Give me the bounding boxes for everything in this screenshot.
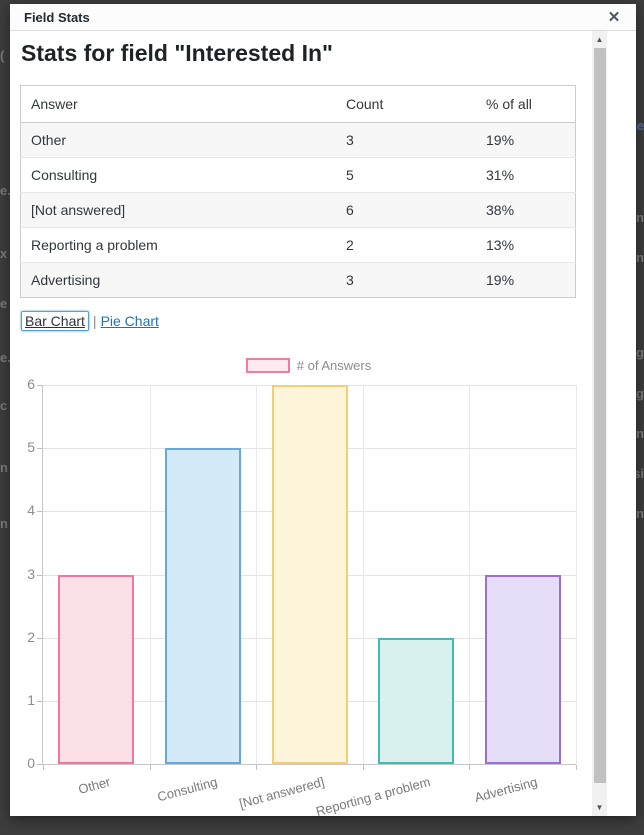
pie-chart-link[interactable]: Pie Chart bbox=[100, 313, 159, 329]
y-axis-label: 2 bbox=[27, 628, 35, 645]
y-axis-tick bbox=[37, 511, 42, 513]
col-header-count: Count bbox=[336, 85, 476, 123]
table-cell-pct: 38% bbox=[476, 192, 576, 228]
y-axis-tick bbox=[37, 448, 42, 450]
stats-table: Answer Count % of all Other 3 19% Consultin… bbox=[20, 85, 576, 298]
backdrop-text-fragment: x bbox=[0, 246, 8, 261]
y-axis-tick bbox=[37, 637, 42, 639]
backdrop-text-fragment: c bbox=[0, 398, 8, 413]
backdrop-text-fragment: e. bbox=[0, 183, 10, 198]
table-row: Reporting a problem 2 13% bbox=[20, 227, 576, 263]
legend-swatch bbox=[245, 357, 290, 373]
table-row: Advertising 3 19% bbox=[20, 262, 576, 298]
x-axis-tick bbox=[362, 765, 364, 770]
backdrop-text-fragment: ng bbox=[636, 386, 644, 401]
bar-chart-plot: 0 1 2 3 4 5 6 Other Consulting [Not answered] Repo… bbox=[27, 376, 577, 819]
table-cell-answer: Consulting bbox=[20, 157, 336, 193]
table-cell-count: 3 bbox=[336, 262, 476, 298]
x-axis-label: Advertising bbox=[472, 774, 539, 806]
legend-label: # of Answers bbox=[296, 357, 372, 373]
x-axis-tick bbox=[469, 765, 471, 770]
backdrop-text-fragment: in bbox=[636, 506, 644, 521]
table-cell-pct: 31% bbox=[476, 157, 576, 193]
bar-reporting-a-problem[interactable] bbox=[378, 637, 455, 764]
modal-title: Field Stats bbox=[24, 10, 90, 25]
v-gridline bbox=[362, 385, 364, 764]
y-axis-label: 3 bbox=[27, 565, 35, 582]
col-header-answer: Answer bbox=[20, 85, 336, 123]
scrollbar-thumb[interactable] bbox=[593, 48, 606, 783]
table-cell-answer: Reporting a problem bbox=[20, 227, 336, 263]
v-gridline bbox=[149, 385, 151, 764]
v-gridline bbox=[256, 385, 258, 764]
backdrop-text-fragment: ng bbox=[636, 345, 644, 360]
x-axis-label: Reporting a problem bbox=[314, 774, 432, 819]
backdrop-text-fragment: e. bbox=[0, 350, 10, 365]
table-header-row: Answer Count % of all bbox=[20, 85, 576, 123]
modal-titlebar: Field Stats ✕ bbox=[10, 4, 636, 31]
field-stats-modal: Field Stats ✕ Stats for field "Intereste… bbox=[10, 4, 636, 819]
scroll-down-icon[interactable]: ▼ bbox=[595, 803, 604, 812]
table-cell-pct: 19% bbox=[476, 122, 576, 158]
table-cell-answer: Other bbox=[20, 122, 336, 158]
backdrop-left-strip: ( e. x e e. c n n bbox=[0, 0, 10, 835]
x-axis-tick bbox=[256, 765, 258, 770]
table-cell-pct: 19% bbox=[476, 262, 576, 298]
backdrop-text-fragment: in bbox=[636, 426, 644, 441]
table-cell-count: 5 bbox=[336, 157, 476, 193]
y-axis-label: 0 bbox=[27, 755, 35, 771]
y-axis-tick bbox=[37, 574, 42, 576]
x-axis-label: Other bbox=[76, 774, 113, 797]
table-cell-count: 2 bbox=[336, 227, 476, 263]
scroll-up-icon[interactable]: ▲ bbox=[595, 35, 604, 44]
backdrop-text-fragment: in bbox=[636, 250, 644, 265]
table-cell-answer: Advertising bbox=[20, 262, 336, 298]
x-axis-tick bbox=[149, 765, 151, 770]
backdrop-text-fragment: n bbox=[0, 460, 8, 475]
y-axis-label: 6 bbox=[27, 376, 35, 392]
y-axis-tick bbox=[37, 385, 42, 386]
close-icon[interactable]: ✕ bbox=[607, 9, 621, 26]
table-cell-pct: 13% bbox=[476, 227, 576, 263]
chart-type-switcher: Bar Chart | Pie Chart bbox=[21, 311, 159, 331]
x-axis-label: [Not answered] bbox=[237, 774, 326, 812]
table-row: Other 3 19% bbox=[20, 122, 576, 158]
bar-advertising[interactable] bbox=[484, 574, 561, 764]
backdrop-right-strip: te in in ng ng in si in bbox=[636, 0, 644, 835]
y-axis-tick bbox=[37, 700, 42, 702]
y-axis-label: 5 bbox=[27, 439, 35, 456]
table-cell-count: 6 bbox=[336, 192, 476, 228]
y-axis-label: 1 bbox=[27, 691, 35, 708]
backdrop-text-fragment: n bbox=[0, 516, 8, 531]
chart-legend: # of Answers bbox=[42, 357, 575, 373]
bar-consulting[interactable] bbox=[164, 448, 241, 764]
table-cell-count: 3 bbox=[336, 122, 476, 158]
table-row: Consulting 5 31% bbox=[20, 157, 576, 193]
vertical-scrollbar[interactable]: ▲ ▼ bbox=[592, 31, 607, 816]
backdrop-text-fragment: te bbox=[636, 118, 644, 133]
page-title: Stats for field "Interested In" bbox=[21, 40, 333, 66]
stats-table-body: Other 3 19% Consulting 5 31% [Not answered] 6 38… bbox=[20, 122, 576, 298]
x-axis-tick bbox=[576, 765, 577, 770]
bar-other[interactable] bbox=[58, 574, 135, 764]
x-axis-tick bbox=[43, 765, 44, 770]
bar-chart-link[interactable]: Bar Chart bbox=[21, 311, 89, 331]
x-axis-label: Consulting bbox=[155, 774, 219, 805]
col-header-pct: % of all bbox=[476, 85, 576, 123]
link-separator: | bbox=[92, 313, 97, 329]
backdrop-text-fragment: ( bbox=[0, 48, 5, 63]
backdrop-text-fragment: si bbox=[636, 466, 644, 481]
table-cell-answer: [Not answered] bbox=[20, 192, 336, 228]
v-gridline bbox=[576, 385, 577, 764]
backdrop-text-fragment: in bbox=[636, 210, 644, 225]
table-row: [Not answered] 6 38% bbox=[20, 192, 576, 228]
backdrop-text-fragment: e bbox=[0, 296, 8, 311]
v-gridline bbox=[469, 385, 471, 764]
y-axis-label: 4 bbox=[27, 502, 35, 519]
bar-not-answered[interactable] bbox=[271, 385, 348, 764]
y-axis-tick bbox=[37, 764, 42, 765]
